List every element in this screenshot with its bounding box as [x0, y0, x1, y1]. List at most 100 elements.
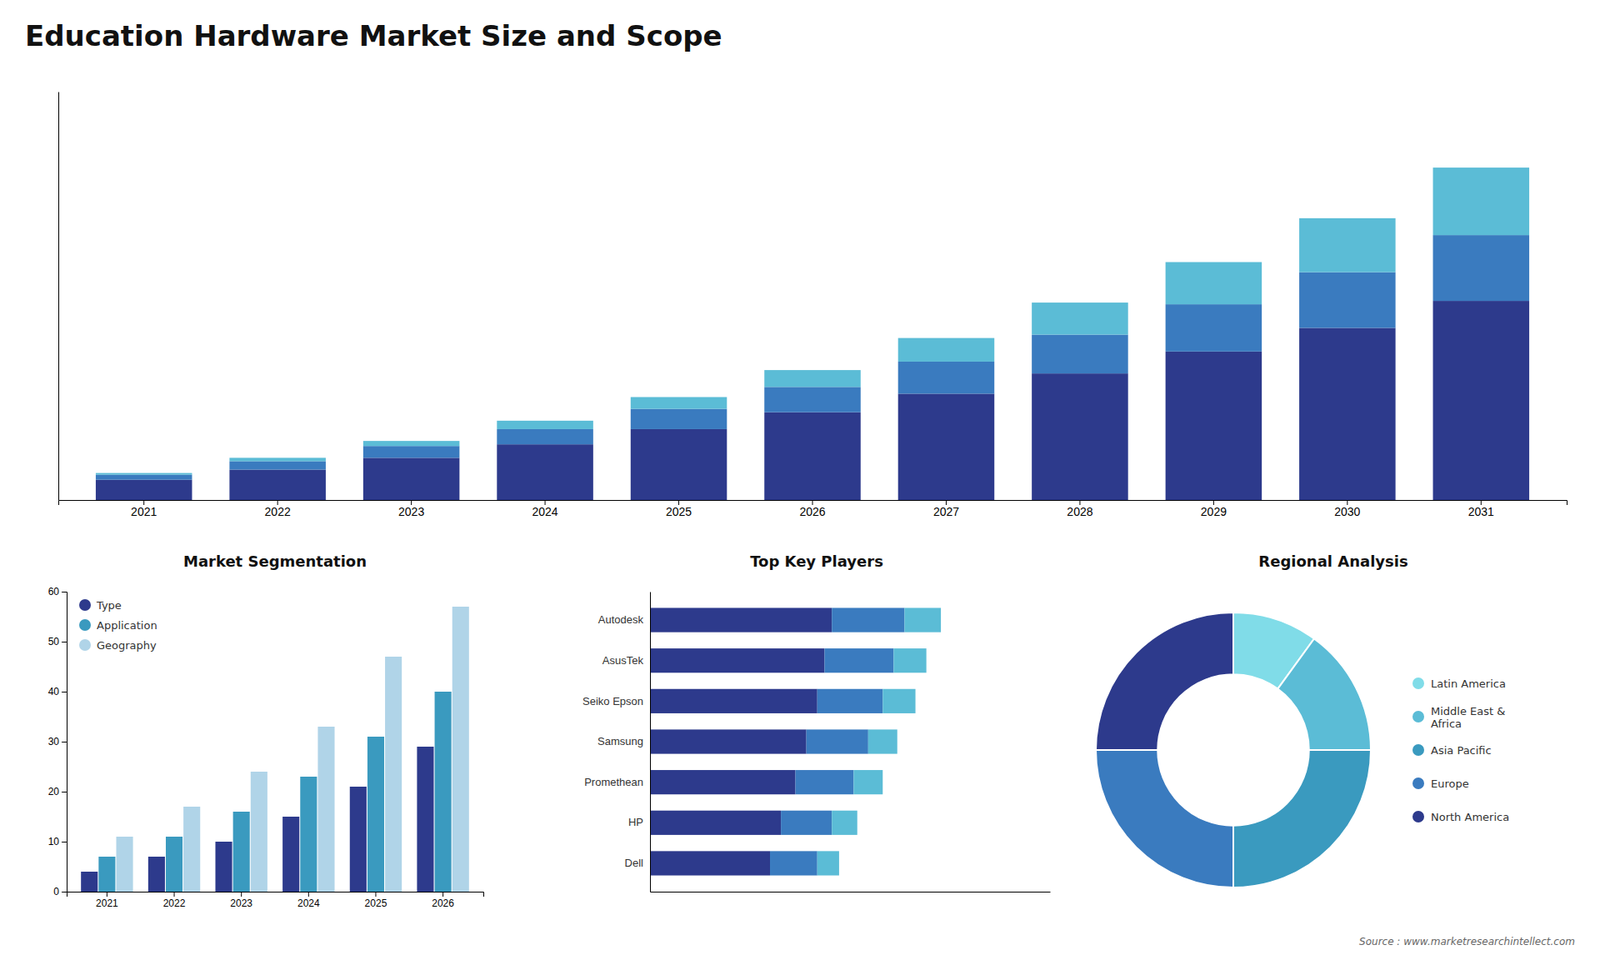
legend-marker [1412, 810, 1425, 823]
bar [183, 806, 200, 892]
bar [367, 736, 385, 892]
tick-label: 40 [48, 685, 60, 698]
chart-key-players: Top Key PlayersAutodeskAsusTekSeiko Epso… [582, 552, 1051, 893]
bar [898, 393, 995, 500]
tick-label: 2028 [1066, 505, 1093, 519]
tick: 2023 [398, 500, 425, 519]
tick-label: 2023 [230, 897, 253, 910]
legend-marker [1412, 777, 1425, 790]
tick-label: 2031 [1468, 505, 1495, 519]
bar [650, 648, 825, 673]
bar [148, 856, 165, 892]
legend-label: Europe [1430, 777, 1470, 790]
bar [795, 770, 855, 795]
chart-segmentation: Market Segmentation202120222023202420252… [48, 552, 485, 910]
tick-line [61, 641, 67, 643]
legend-entry: North America [1412, 810, 1510, 824]
bar [817, 689, 884, 714]
tick-label: 2022 [163, 897, 186, 910]
bar [868, 729, 898, 754]
bar [1433, 300, 1530, 500]
tick-line [442, 891, 444, 897]
tick-label: Seiko Epson [582, 695, 644, 708]
tick: 50 [48, 635, 67, 648]
legend-label: Latin America [1430, 677, 1506, 690]
series [817, 607, 941, 875]
bar [1165, 304, 1263, 352]
legend-marker [1412, 677, 1425, 690]
tick-label: Samsung [597, 735, 644, 748]
axis-line [58, 92, 60, 501]
tick: 2022 [163, 891, 186, 910]
bar [98, 856, 115, 892]
legend-entry: Type [79, 599, 122, 612]
bar [229, 457, 326, 461]
bar [496, 429, 594, 445]
bar [282, 816, 300, 892]
tick: 2029 [1200, 500, 1227, 519]
tick: 2031 [1468, 500, 1495, 519]
axis-line [650, 891, 1051, 893]
legend-label: Geography [96, 639, 157, 652]
bar [650, 770, 796, 795]
bar [630, 429, 728, 500]
tick-label: 2026 [799, 505, 825, 519]
bar [650, 729, 807, 754]
bar [893, 648, 926, 673]
tick-label: 2024 [297, 897, 320, 910]
y-axis: AutodeskAsusTekSeiko EpsonSamsungPrometh… [582, 592, 651, 893]
bar [650, 810, 781, 835]
bar [435, 691, 452, 892]
legend: TypeApplicationGeography [79, 599, 158, 652]
axis-line [61, 592, 68, 893]
series [770, 607, 905, 875]
bar [233, 811, 250, 892]
bar [817, 850, 840, 875]
tick: 2027 [933, 500, 960, 519]
slice [1095, 612, 1234, 750]
tick-label: 2024 [531, 505, 558, 519]
tick-label: Dell [625, 856, 645, 870]
bar [1299, 327, 1396, 500]
tick: 2023 [230, 891, 253, 910]
tick-label: HP [628, 815, 644, 829]
bar [363, 445, 460, 458]
tick: Samsung [597, 735, 650, 748]
tick-label: 2029 [1200, 505, 1227, 519]
title: Education Hardware Market Size and Scope [25, 19, 723, 53]
tick-label: 60 [48, 585, 60, 598]
tick-line [61, 841, 67, 843]
legend-entry: Middle East &Africa [1412, 704, 1505, 730]
y-axis: 0102030405060 [48, 585, 68, 898]
bar [898, 338, 995, 362]
axis-line [67, 892, 485, 898]
tick: 2025 [365, 891, 388, 910]
tick: 2021 [95, 891, 119, 910]
tick-label: 2021 [95, 897, 119, 910]
tick-line [375, 891, 376, 897]
bar [764, 412, 861, 500]
bar [831, 810, 858, 835]
tick-label: 20 [48, 785, 60, 798]
series [650, 607, 832, 875]
tick: 2028 [1066, 500, 1093, 519]
tick: 60 [48, 585, 67, 598]
bar [250, 771, 268, 892]
tick: HP [628, 815, 650, 829]
tick: 2026 [799, 500, 825, 519]
chart-regional: Regional AnalysisLatin AmericaMiddle Eas… [1095, 552, 1510, 888]
bar [770, 850, 818, 875]
legend-entry: Asia Pacific [1412, 744, 1492, 757]
series [95, 300, 1530, 500]
x-axis [650, 891, 1051, 893]
legend-marker [79, 619, 91, 631]
tick: 40 [48, 685, 67, 698]
bar [1299, 272, 1396, 329]
bar [229, 460, 326, 470]
bar [165, 836, 183, 892]
tick: 20 [48, 785, 67, 798]
bar [764, 386, 861, 412]
bar [882, 689, 915, 714]
bar [385, 656, 402, 892]
x-axis: 202120222023202420252026 [67, 891, 485, 910]
